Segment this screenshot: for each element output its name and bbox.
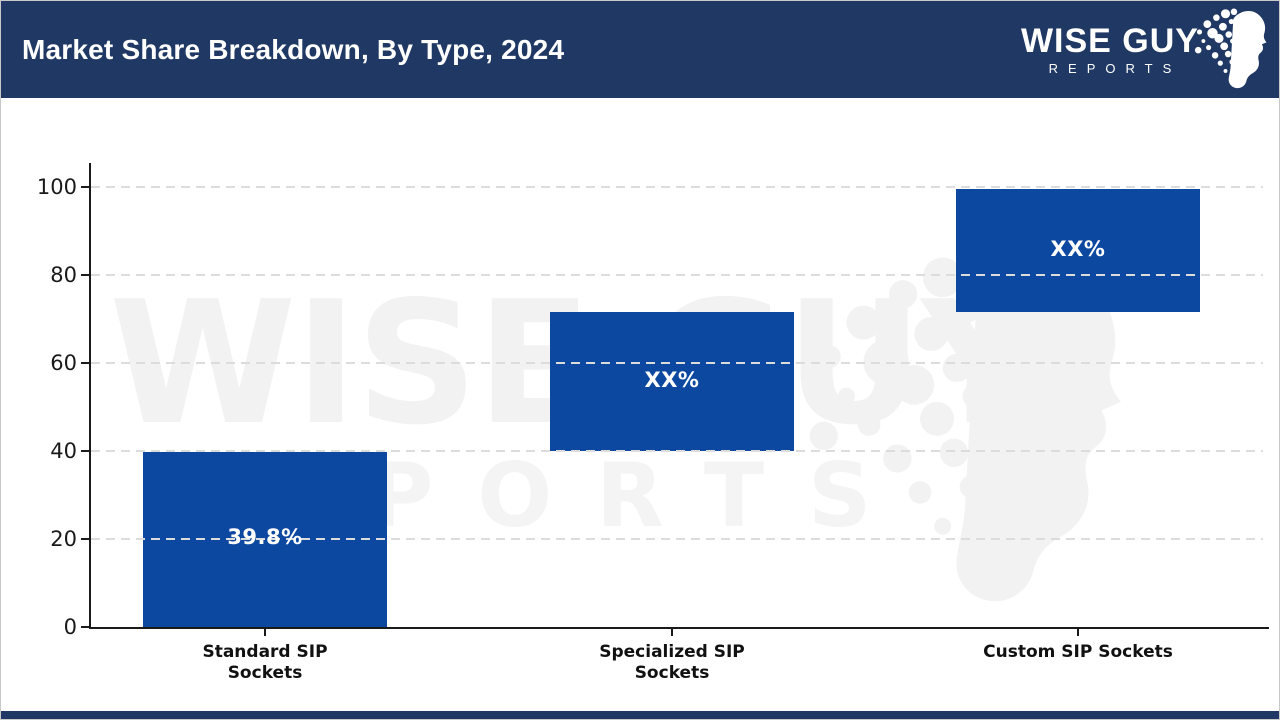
y-gridline: [91, 538, 1263, 540]
brand-name: WISE GUY: [1020, 21, 1199, 60]
bar-value-label: XX%: [644, 367, 700, 392]
footer-bar: [1, 711, 1279, 719]
x-category-label: Standard SIP Sockets: [105, 642, 425, 684]
x-category-label-line: Standard SIP: [202, 642, 328, 662]
y-gridline: [91, 362, 1263, 364]
y-gridline: [91, 186, 1263, 188]
x-tick-mark: [264, 629, 266, 636]
y-tick-mark: [81, 362, 89, 364]
x-category-label: Specialized SIP Sockets: [512, 642, 832, 684]
y-tick-mark: [81, 626, 89, 628]
brand-face-icon: [1194, 8, 1267, 89]
brand-subname: REPORTS: [1048, 60, 1182, 76]
bar-value-label: XX%: [1050, 236, 1106, 261]
y-tick-label: 20: [50, 527, 77, 551]
y-gridline: [91, 274, 1263, 276]
bar-value-label: 39.8%: [227, 525, 303, 550]
x-category-label-line: Custom SIP Sockets: [983, 642, 1173, 662]
y-gridline: [91, 450, 1263, 452]
y-axis-line: [89, 163, 91, 629]
y-tick-mark: [81, 450, 89, 452]
y-tick-label: 100: [36, 175, 77, 199]
page-title: Market Share Breakdown, By Type, 2024: [22, 33, 565, 65]
y-tick-label: 40: [50, 439, 77, 463]
x-category-label-line: Specialized SIP: [599, 642, 745, 662]
y-tick-label: 80: [50, 263, 77, 287]
x-tick-mark: [671, 629, 673, 636]
y-tick-mark: [81, 186, 89, 188]
y-tick-mark: [81, 538, 89, 540]
y-tick-label: 0: [63, 615, 77, 639]
y-tick-mark: [81, 274, 89, 276]
x-category-label-line: Sockets: [227, 663, 303, 683]
y-tick-label: 60: [50, 351, 77, 375]
bar-segment: [550, 312, 794, 451]
brand-logo: WISE GUY REPORTS: [1021, 7, 1279, 92]
brand-logo-text: WISE GUY REPORTS: [1021, 24, 1199, 76]
header-bar: Market Share Breakdown, By Type, 2024 WI…: [1, 1, 1279, 98]
x-category-label-line: Sockets: [634, 663, 710, 683]
x-axis-line: [89, 627, 1269, 629]
x-category-label: Custom SIP Sockets: [918, 642, 1238, 663]
x-tick-mark: [1077, 629, 1079, 636]
